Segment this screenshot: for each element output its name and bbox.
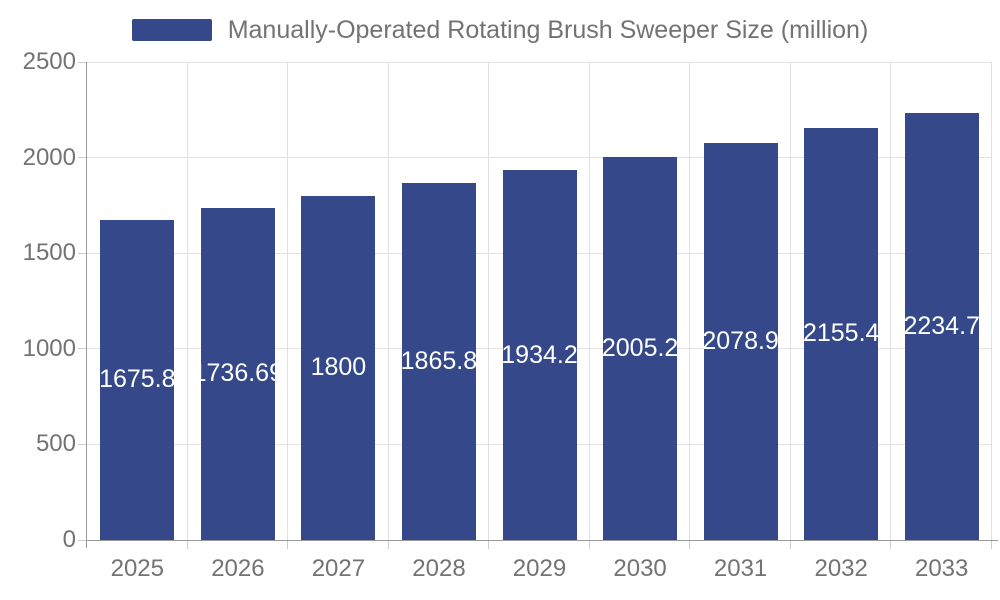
y-tick-label: 1000	[22, 335, 76, 362]
y-tick	[78, 157, 86, 159]
bar-value-label: 1675.8	[100, 365, 175, 394]
y-tick-label: 1500	[22, 239, 76, 266]
bar: 1675.8	[100, 219, 175, 540]
x-tick	[790, 541, 791, 549]
y-tick	[78, 348, 86, 350]
legend[interactable]: Manually-Operated Rotating Brush Sweeper…	[0, 16, 1000, 44]
bar: 2155.4	[804, 127, 879, 540]
legend-swatch	[131, 19, 212, 41]
x-tick-label: 2026	[211, 555, 265, 582]
x-axis-line	[86, 540, 998, 541]
x-tick-label: 2029	[512, 555, 567, 582]
bar-value-label: 2234.7	[904, 311, 979, 340]
y-tick-label: 2500	[22, 48, 76, 75]
v-gridline	[187, 62, 188, 540]
x-tick	[689, 541, 690, 549]
x-tick-label: 2028	[412, 555, 466, 582]
v-gridline	[991, 62, 992, 540]
bar: 2234.7	[904, 112, 979, 540]
x-tick-label: 2032	[814, 555, 868, 582]
v-gridline	[790, 62, 791, 540]
y-tick-label: 500	[35, 430, 76, 457]
bar: 1934.2	[502, 170, 577, 540]
bar-value-label: 1800	[310, 353, 367, 382]
y-tick	[78, 61, 86, 63]
v-gridline	[488, 62, 489, 540]
x-tick-label: 2027	[311, 555, 366, 582]
y-tick-label: 2000	[22, 144, 76, 171]
bar-value-label: 2005.2	[603, 333, 678, 362]
bar-value-label: 2155.4	[804, 319, 879, 348]
bar: 1736.69	[200, 207, 275, 540]
h-gridline	[87, 61, 992, 63]
y-axis-line	[86, 62, 87, 548]
x-tick	[388, 541, 389, 549]
y-tick	[78, 252, 86, 254]
v-gridline	[689, 62, 690, 540]
bar-value-label: 1934.2	[502, 340, 577, 369]
x-tick-label: 2033	[914, 555, 969, 582]
x-tick	[890, 541, 891, 549]
bar: 1865.8	[401, 183, 476, 540]
x-tick	[488, 541, 489, 549]
plot-area: 1675.8 1736.69 1800 1865.8 1934.2 2005.2 2078.…	[87, 61, 992, 540]
y-tick	[78, 443, 86, 445]
v-gridline	[890, 62, 891, 540]
h-gridline	[87, 157, 992, 159]
legend-label: Manually-Operated Rotating Brush Sweeper…	[227, 16, 869, 44]
v-gridline	[287, 62, 288, 540]
x-tick-label: 2030	[613, 555, 667, 582]
x-tick	[589, 541, 590, 549]
v-gridline	[388, 62, 389, 540]
x-tick-label: 2025	[110, 555, 164, 582]
bar-value-label: 1736.69	[201, 359, 275, 388]
y-tick-label: 0	[62, 526, 76, 553]
x-tick	[187, 541, 188, 549]
v-gridline	[589, 62, 590, 540]
y-tick	[78, 539, 86, 541]
bar-value-label: 1865.8	[401, 347, 476, 376]
bar-value-label: 2078.9	[703, 326, 778, 355]
bar: 2078.9	[703, 142, 778, 540]
x-tick	[991, 541, 992, 549]
x-tick	[287, 541, 288, 549]
x-tick-label: 2031	[713, 555, 768, 582]
bar: 1800	[301, 195, 376, 540]
bar: 2005.2	[603, 156, 678, 540]
